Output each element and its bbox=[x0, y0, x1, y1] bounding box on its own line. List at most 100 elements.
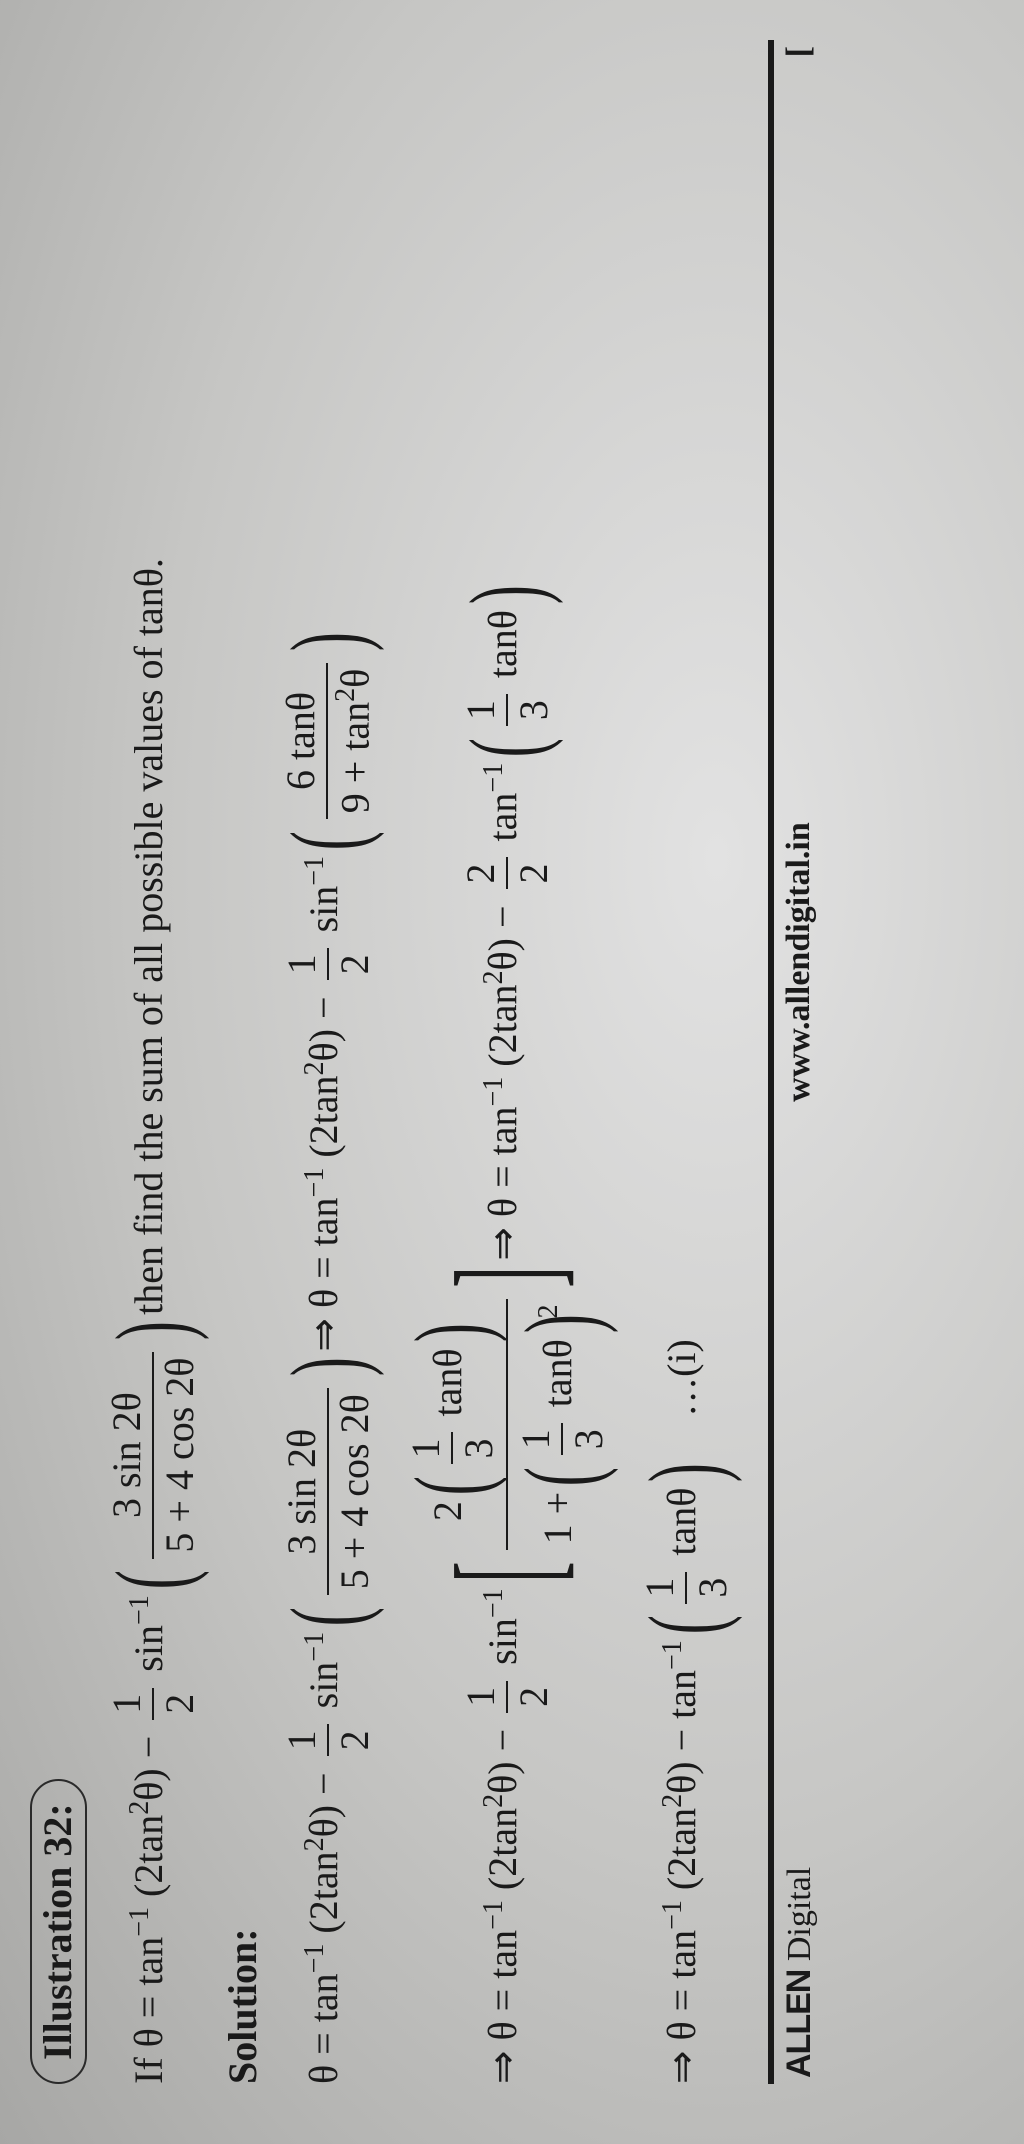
inverse-sup: −1 bbox=[124, 1907, 155, 1937]
l1-open2: ( bbox=[276, 831, 380, 850]
l2-sq2: 2 bbox=[478, 971, 509, 985]
footer-brand: ALLEN Digital bbox=[780, 1867, 819, 2078]
page-footer: ALLEN Digital www.allendigital.in [ bbox=[780, 40, 819, 2084]
open-paren-big: ( bbox=[101, 1570, 205, 1589]
l1-inv2: −1 bbox=[299, 1632, 330, 1662]
problem-theta: θ = tan bbox=[126, 1937, 171, 2048]
l1-inv: −1 bbox=[299, 1944, 330, 1974]
l2-a: (2tan bbox=[480, 1808, 525, 1890]
l1-half: 1 2 bbox=[278, 1724, 378, 1756]
l1-d: θ) − bbox=[301, 986, 346, 1061]
solution-line-2: ⇒ θ = tan−1 (2tan2θ) − 1 2 sin−1 [ 2 ( 1… bbox=[400, 40, 614, 2084]
problem-arg1b: θ) − bbox=[126, 1726, 171, 1801]
l2-num-open: ( bbox=[400, 1476, 504, 1495]
l2-den-frac-den: 3 bbox=[563, 1423, 612, 1455]
l1-inv3: −1 bbox=[299, 1168, 330, 1198]
solution-line-1: θ = tan−1 (2tan2θ) − 1 2 sin−1 ( 3 sin 2… bbox=[276, 40, 380, 2084]
solution-line-3: ⇒ θ = tan−1 (2tan2θ) − tan−1 ( 1 3 tanθ … bbox=[634, 40, 738, 2084]
l3-inv: −1 bbox=[657, 1900, 688, 1930]
l3-b: θ) − tan bbox=[659, 1670, 704, 1794]
l2-inv2: −1 bbox=[478, 1588, 509, 1618]
l1-c: (2tan bbox=[301, 1075, 346, 1157]
l1-f2-den: 9 + tan2θ bbox=[328, 663, 378, 820]
l2-bigfrac-den: 1 + ( 1 3 tanθ )2 bbox=[508, 1299, 614, 1551]
l2-half-den: 2 bbox=[508, 1681, 557, 1713]
l2-b: θ) − bbox=[480, 1719, 525, 1794]
footer-brand-rest: Digital bbox=[781, 1867, 818, 1970]
l2-half-num: 1 bbox=[457, 1681, 508, 1713]
l2-last-frac: 1 3 bbox=[457, 694, 557, 726]
footer-rule bbox=[768, 40, 774, 2084]
l1-f2-den-b: θ bbox=[333, 669, 378, 688]
l2-c: (2tan bbox=[480, 985, 525, 1067]
frac-3sin2t: 3 sin 2θ 5 + 4 cos 2θ bbox=[103, 1352, 203, 1559]
problem-suffix: then find the sum of all possible values… bbox=[126, 558, 171, 1315]
l2-two-over-two: 2 2 bbox=[457, 857, 557, 889]
l2-num-frac-den: 3 bbox=[453, 1433, 502, 1465]
l2-d: θ) − bbox=[480, 895, 525, 970]
l1-half2: 1 2 bbox=[278, 948, 378, 980]
l2-last-num: 1 bbox=[457, 694, 508, 726]
l2-num-post: tanθ bbox=[425, 1348, 470, 1416]
sin-label: sin bbox=[126, 1625, 171, 1672]
l2-num-pre: 2 bbox=[425, 1501, 470, 1521]
l1-b: θ) − bbox=[301, 1762, 346, 1837]
problem-statement: If θ = tan−1 (2tan2θ) − 1 2 sin−1 ( 3 si… bbox=[101, 40, 205, 2084]
l2-pre: ⇒ θ = tan bbox=[480, 1930, 525, 2084]
l1-f2-den-a: 9 + tan bbox=[333, 702, 378, 813]
l2-last-post: tanθ bbox=[480, 610, 525, 678]
l1-sin2: sin bbox=[301, 886, 346, 933]
l1-half2-den: 2 bbox=[329, 948, 378, 980]
l2-last-den: 3 bbox=[508, 694, 557, 726]
l3-inv2: −1 bbox=[657, 1640, 688, 1670]
half-fraction: 1 2 bbox=[103, 1688, 203, 1720]
l1-close1: ) bbox=[276, 1357, 380, 1376]
l2-sin: sin bbox=[480, 1618, 525, 1665]
l2-half: 1 2 bbox=[457, 1681, 557, 1713]
l1-f1-den: 5 + 4 cos 2θ bbox=[329, 1388, 378, 1595]
footer-site: www.allendigital.in bbox=[780, 822, 819, 1102]
half-den: 2 bbox=[154, 1688, 203, 1720]
footer-brand-bold: ALLEN bbox=[780, 1970, 818, 2078]
l1-f2-num: 6 tanθ bbox=[277, 663, 328, 820]
l1-open1: ( bbox=[276, 1607, 380, 1626]
l2-bigfrac: 2 ( 1 3 tanθ ) 1 + ( 1 3 tanθ bbox=[400, 1299, 614, 1551]
problem-arg1a: (2tan bbox=[126, 1815, 171, 1897]
l3-pre: ⇒ θ = tan bbox=[659, 1930, 704, 2084]
l2-tan: tan bbox=[480, 793, 525, 842]
l2-inv4: −1 bbox=[478, 763, 509, 793]
l1-sin: sin bbox=[301, 1662, 346, 1709]
l2-den-frac: 1 3 bbox=[512, 1423, 612, 1455]
l2-sq: 2 bbox=[478, 1794, 509, 1808]
l1-lhs: θ = tan bbox=[301, 1973, 346, 2084]
l3-frac-den: 3 bbox=[687, 1572, 736, 1604]
solution-heading: Solution: bbox=[219, 40, 266, 2084]
l1-arrow: ⇒ θ = tan bbox=[301, 1197, 346, 1351]
l2-arrow: ⇒ θ = tan bbox=[480, 1106, 525, 1260]
inverse-sup-2: −1 bbox=[124, 1595, 155, 1625]
l1-close2: ) bbox=[276, 632, 380, 651]
illustration-badge: Illustration 32: bbox=[30, 1779, 87, 2084]
l1-half-den: 2 bbox=[329, 1724, 378, 1756]
l1-frac2: 6 tanθ 9 + tan2θ bbox=[277, 663, 378, 820]
l2-num-frac: 1 3 bbox=[402, 1433, 502, 1465]
l3-frac-num: 1 bbox=[636, 1572, 687, 1604]
l1-sq2: 2 bbox=[299, 1061, 330, 1075]
l1-f2-den-sup: 2 bbox=[330, 688, 361, 702]
frac-den: 5 + 4 cos 2θ bbox=[154, 1352, 203, 1559]
l2-inv: −1 bbox=[478, 1900, 509, 1930]
l2-inv3: −1 bbox=[478, 1077, 509, 1107]
l2-close-sq: ] bbox=[435, 1266, 579, 1288]
l3-close: ) bbox=[634, 1463, 738, 1482]
l1-half2-num: 1 bbox=[278, 948, 329, 980]
l1-a: (2tan bbox=[301, 1851, 346, 1933]
l2-den-frac-num: 1 bbox=[512, 1423, 563, 1455]
footer-page-edge: [ bbox=[780, 46, 819, 57]
l2-open-sq: [ bbox=[435, 1562, 579, 1584]
l1-sq: 2 bbox=[299, 1837, 330, 1851]
square-sup: 2 bbox=[124, 1801, 155, 1815]
l2-close2: ) bbox=[455, 585, 559, 604]
l2-den-post: tanθ bbox=[535, 1339, 580, 1407]
frac-num: 3 sin 2θ bbox=[103, 1352, 154, 1559]
equation-tag: …(i) bbox=[658, 1339, 705, 1417]
